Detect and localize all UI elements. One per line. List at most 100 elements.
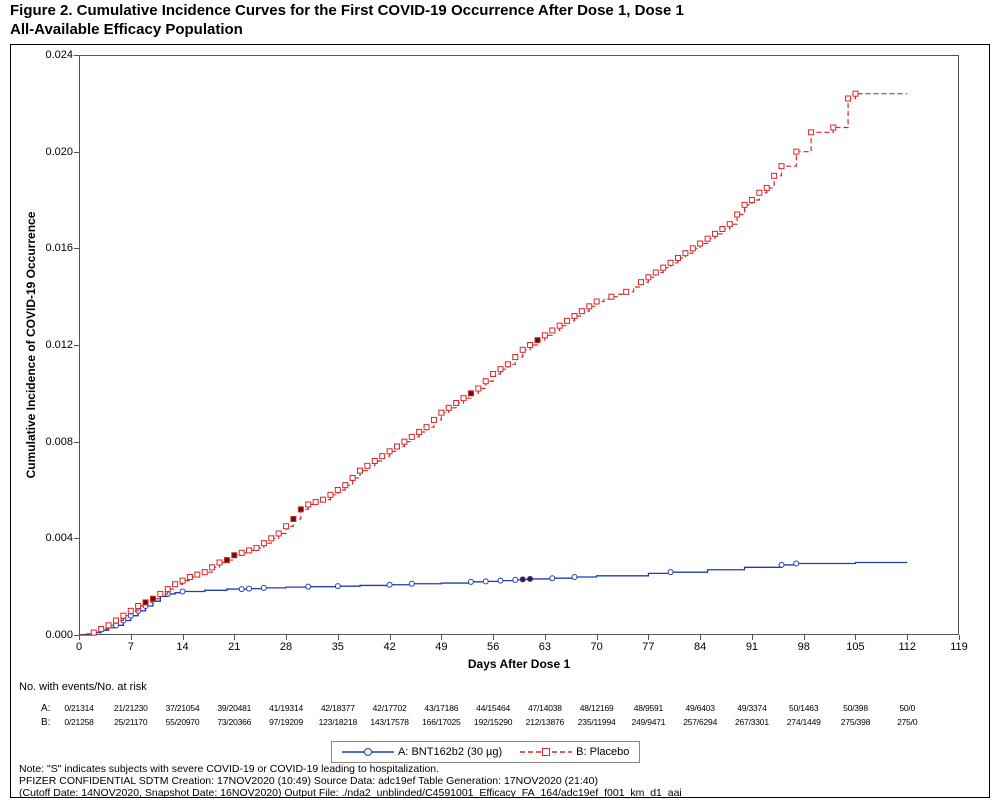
x-tick-label: 105 [846,641,864,653]
series-marker [128,608,133,613]
y-axis-title: Cumulative Incidence of COVID-19 Occurre… [24,212,38,479]
x-tick-label: 112 [898,641,916,653]
series-marker [261,541,266,546]
risk-cell: 48/9591 [634,703,663,713]
x-tick [390,635,391,640]
risk-cell: 50/0 [899,703,915,713]
x-tick [804,635,805,640]
series-marker [335,488,340,493]
series-marker [520,577,525,582]
series-marker [143,600,148,605]
series-marker [261,585,266,590]
x-tick [959,635,960,640]
series-marker [335,584,340,589]
series-marker [321,497,326,502]
series-marker [675,256,680,261]
x-tick-label: 84 [694,641,706,653]
x-tick-label: 70 [591,641,603,653]
series-marker [690,246,695,251]
risk-cell: 249/9471 [631,717,665,727]
series-marker [276,531,281,536]
x-tick-label: 35 [332,641,344,653]
x-tick-label: 0 [76,641,82,653]
risk-cell: 275/0 [897,717,917,727]
series-marker [749,198,754,203]
series-marker [542,333,547,338]
risk-cell: 267/3301 [735,717,769,727]
series-marker [195,572,200,577]
series-marker [113,618,118,623]
series-marker [394,444,399,449]
chart-svg [79,55,959,635]
series-marker [99,626,104,631]
series-marker [513,577,518,582]
series-marker [528,343,533,348]
series-marker [402,439,407,444]
series-marker [505,362,510,367]
x-tick [131,635,132,640]
risk-cell: 166/17025 [422,717,460,727]
series-marker [210,565,215,570]
risk-cell: 21/21230 [114,703,148,713]
y-tick-label: 0.020 [39,146,73,158]
risk-cell: 49/6403 [686,703,715,713]
risk-cell: 257/6294 [683,717,717,727]
y-tick-label: 0.016 [39,242,73,254]
risk-cell: 41/19314 [269,703,303,713]
x-tick-label: 49 [435,641,447,653]
y-tick [74,635,79,636]
series-marker [180,578,185,583]
x-tick [597,635,598,640]
series-marker [772,173,777,178]
series-marker [454,401,459,406]
series-marker [150,596,155,601]
x-tick-label: 7 [128,641,134,653]
series-marker [550,576,555,581]
series-marker [431,417,436,422]
risk-cell: 50/398 [843,703,868,713]
series-marker [809,130,814,135]
series-marker [417,430,422,435]
plot-area [79,55,959,635]
risk-cell: 42/17702 [373,703,407,713]
legend-label: B: Placebo [576,746,629,758]
series-marker [291,517,296,522]
series-marker [247,548,252,553]
y-tick [74,538,79,539]
series-marker [794,561,799,566]
series-marker [831,125,836,130]
series-marker [409,581,414,586]
series-marker [742,202,747,207]
series-marker [158,591,163,596]
series-marker [254,546,259,551]
series-marker [639,280,644,285]
risk-cell: 37/21054 [166,703,200,713]
y-tick-label: 0.000 [39,629,73,641]
series-marker [646,275,651,280]
series-marker [535,338,540,343]
series-marker [476,386,481,391]
series-marker [461,396,466,401]
x-tick [493,635,494,640]
series-marker [343,483,348,488]
series-marker [372,459,377,464]
series-marker [239,587,244,592]
risk-cell: 97/19209 [269,717,303,727]
risk-cell: 143/17578 [370,717,408,727]
series-marker [483,379,488,384]
series-marker [446,405,451,410]
series-marker [298,507,303,512]
x-tick-label: 63 [539,641,551,653]
figure-title-line2: All-Available Efficacy Population [10,21,243,38]
x-tick-label: 98 [798,641,810,653]
series-marker [365,463,370,468]
series-line [79,94,907,635]
legend-swatch [342,745,394,759]
series-marker [683,251,688,256]
series-marker [572,575,577,580]
legend-label: A: BNT162b2 (30 µg) [398,746,502,758]
series-marker [594,299,599,304]
risk-cell: 0/21258 [64,717,93,727]
x-tick [545,635,546,640]
series-marker [387,449,392,454]
